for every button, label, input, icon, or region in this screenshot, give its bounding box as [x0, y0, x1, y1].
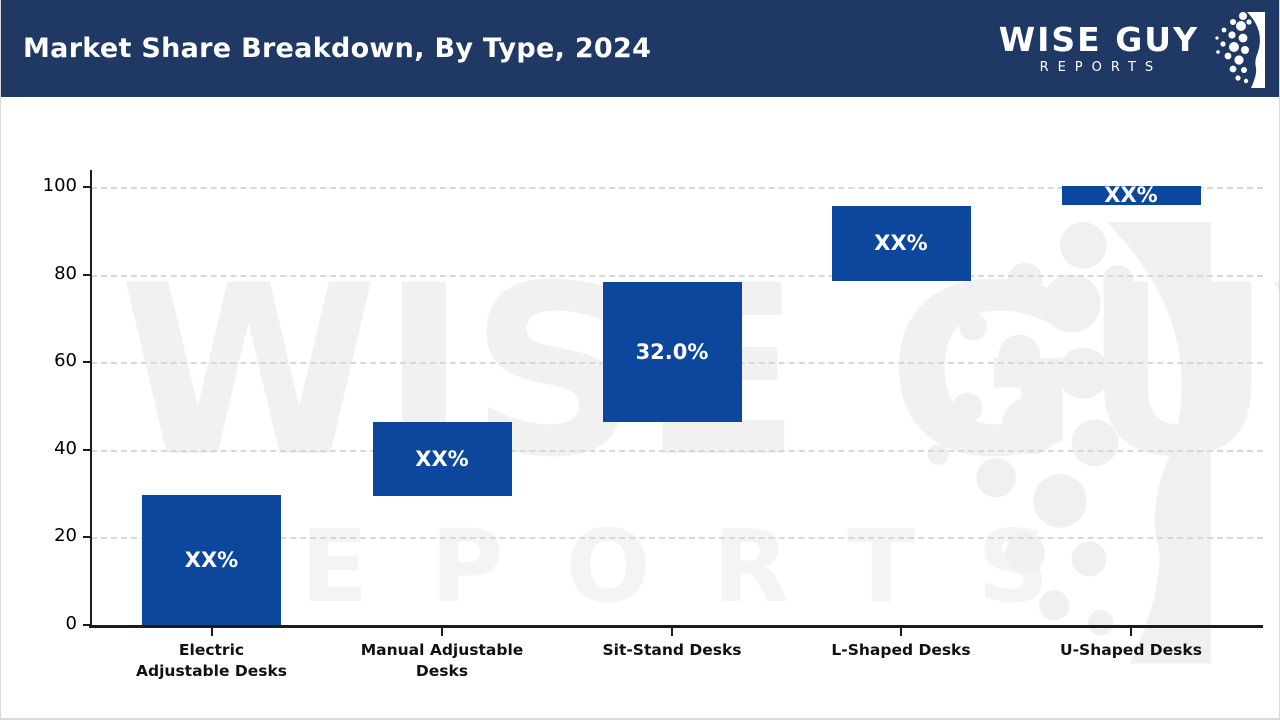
y-tick-mark — [83, 361, 91, 364]
bar-sit-stand-desks: 32.0% — [602, 282, 742, 423]
gridline-100 — [91, 187, 1263, 189]
waterfall-chart: WISE GUY REPORTS 020406080100XX%Electric… — [1, 97, 1279, 718]
bar-value-label: XX% — [874, 231, 928, 256]
y-tick-label: 20 — [54, 525, 77, 547]
bar-l-shaped-desks: XX% — [831, 205, 971, 282]
logo-wordmark-line2: REPORTS — [1039, 59, 1163, 75]
y-tick-mark — [83, 448, 91, 451]
bar-value-label: XX% — [1104, 183, 1158, 208]
bar-manual-adjustable-desks: XX% — [372, 422, 512, 496]
bar-electric-adjustable-desks: XX% — [142, 494, 281, 625]
y-tick-label: 80 — [54, 262, 77, 284]
y-axis-line — [90, 170, 92, 628]
y-tick-mark — [83, 536, 91, 539]
watermark-text-line2: REPORTS — [161, 508, 1112, 625]
x-category-label: Sit-Stand Desks — [602, 641, 742, 659]
x-tick-mark — [671, 628, 673, 636]
gridline-80 — [91, 274, 1263, 277]
x-category-label: Electric Adjustable Desks — [136, 641, 287, 680]
x-tick-mark — [900, 628, 902, 636]
bar-value-label: 32.0% — [635, 340, 709, 365]
x-tick-mark — [1130, 628, 1132, 636]
y-tick-mark — [83, 624, 91, 626]
x-category-label: U-Shaped Desks — [1060, 641, 1202, 659]
y-tick-label: 60 — [54, 350, 77, 372]
gridline-20 — [91, 537, 1263, 540]
header: Market Share Breakdown, By Type, 2024 WI… — [1, 0, 1279, 97]
y-tick-mark — [83, 273, 91, 276]
x-tick-mark — [441, 628, 443, 636]
logo-head-icon — [1215, 11, 1265, 88]
gridline-40 — [91, 449, 1263, 452]
logo-wordmark: WISE GUY REPORTS — [999, 23, 1199, 75]
y-tick-mark — [83, 186, 91, 188]
x-axis-line — [89, 625, 1263, 628]
wise-guy-logo: WISE GUY REPORTS — [999, 8, 1279, 90]
y-tick-label: 0 — [65, 613, 77, 634]
bar-value-label: XX% — [415, 446, 469, 471]
bar-value-label: XX% — [184, 547, 239, 572]
logo-wordmark-line1: WISE GUY — [998, 19, 1199, 59]
bar-u-shaped-desks: XX% — [1061, 183, 1201, 208]
x-category-label: L-Shaped Desks — [831, 641, 971, 659]
y-tick-label: 100 — [42, 175, 77, 196]
x-category-label: Manual Adjustable Desks — [360, 641, 524, 680]
y-tick-label: 40 — [54, 437, 77, 459]
x-tick-mark — [210, 628, 213, 636]
page-title: Market Share Breakdown, By Type, 2024 — [23, 33, 652, 64]
